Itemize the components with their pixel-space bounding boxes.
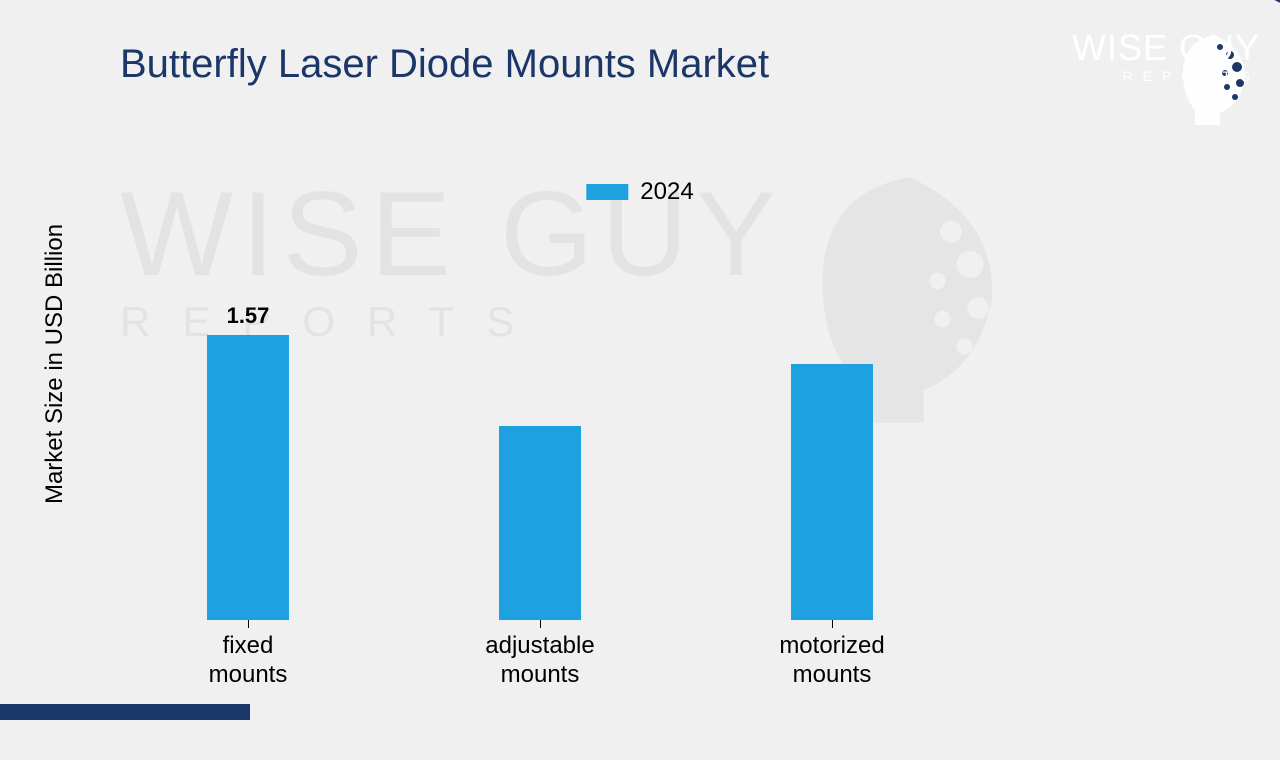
bar — [499, 426, 581, 620]
chart-title: Butterfly Laser Diode Mounts Market — [120, 42, 769, 87]
x-tick — [248, 620, 249, 628]
x-axis-label: adjustablemounts — [460, 632, 620, 690]
brand-logo: WISE GUY REPORTS — [1072, 30, 1260, 84]
x-tick — [540, 620, 541, 628]
bar-group: adjustablemounts — [499, 130, 581, 620]
logo-sub-text: REPORTS — [1072, 68, 1260, 84]
bar-group: 1.57fixedmounts — [207, 130, 289, 620]
bar-group: motorizedmounts — [791, 130, 873, 620]
x-axis-label: fixedmounts — [168, 632, 328, 690]
legend-swatch — [586, 184, 628, 200]
x-axis-label: motorizedmounts — [752, 632, 912, 690]
legend-label: 2024 — [640, 178, 693, 206]
chart-plot-area: 1.57fixedmounts adjustablemounts motorized… — [120, 130, 950, 620]
legend: 2024 — [586, 178, 693, 206]
logo-main-text: WISE GUY — [1072, 30, 1260, 66]
bar-value-label: 1.57 — [207, 303, 289, 329]
bottom-accent-band — [0, 704, 250, 720]
y-axis-label: Market Size in USD Billion — [41, 224, 69, 504]
bar — [791, 364, 873, 620]
x-tick — [832, 620, 833, 628]
bar — [207, 335, 289, 620]
